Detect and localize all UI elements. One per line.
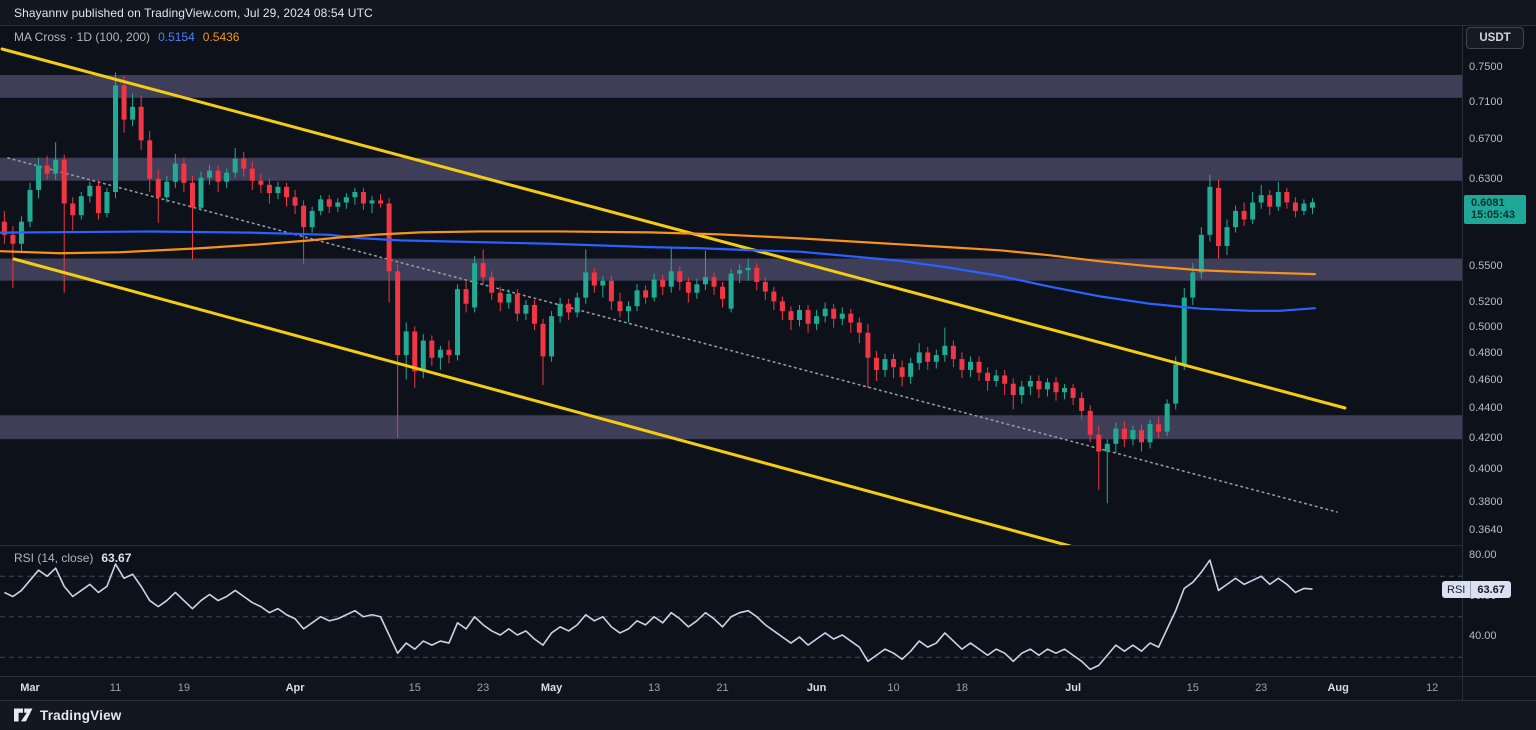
x-axis-label: 12 xyxy=(1426,682,1439,694)
support-resistance-zone xyxy=(0,415,1462,440)
y-axis-label: 0.3800 xyxy=(1469,496,1503,509)
x-axis-label: Mar xyxy=(20,682,40,694)
x-axis-label: 19 xyxy=(177,682,191,694)
yellow-trendline[interactable] xyxy=(12,257,1072,546)
y-axis-label: 0.7500 xyxy=(1469,61,1503,74)
footer-bar: TradingView xyxy=(0,700,1536,730)
y-axis-label: 0.4000 xyxy=(1469,463,1503,476)
time-axis-background xyxy=(0,676,1536,700)
header-bar: Shayannv published on TradingView.com, J… xyxy=(0,0,1536,25)
x-axis-label: Aug xyxy=(1327,682,1349,694)
rsi-axis-label: 40.00 xyxy=(1469,630,1497,642)
rsi-indicator-row[interactable]: RSI (14, close) 63.67 xyxy=(14,551,131,565)
price-pane[interactable] xyxy=(0,47,1462,546)
x-axis-label: 15 xyxy=(408,682,421,694)
last-price: 0.6081 xyxy=(1471,197,1505,209)
y-axis-label: 0.4800 xyxy=(1469,346,1503,359)
x-axis-label: Jul xyxy=(1065,682,1082,694)
y-axis-label: 0.5200 xyxy=(1469,295,1503,308)
y-axis-label: 0.6300 xyxy=(1469,172,1503,185)
x-axis-label: Apr xyxy=(285,682,305,694)
y-axis-label: 0.5500 xyxy=(1469,259,1503,272)
rsi-axis-label: 80.00 xyxy=(1469,549,1497,561)
ma100-value: 0.5154 xyxy=(158,30,195,44)
x-axis-label: May xyxy=(540,682,563,694)
y-axis-label: 0.5000 xyxy=(1469,320,1503,333)
chart-background xyxy=(0,25,1536,676)
x-axis-label: 23 xyxy=(477,682,490,694)
rsi-badge: RSI 63.67 xyxy=(1442,581,1511,598)
brand-name: TradingView xyxy=(40,707,122,723)
ma200-value: 0.5436 xyxy=(202,30,240,44)
rsi-value: 63.67 xyxy=(101,551,132,565)
publish-info: Shayannv published on TradingView.com, J… xyxy=(14,5,373,20)
x-axis-label: 23 xyxy=(1255,682,1268,694)
x-axis-label: 15 xyxy=(1186,682,1199,694)
currency-button[interactable]: USDT xyxy=(1466,27,1524,49)
x-axis-label: Jun xyxy=(806,682,827,694)
ma-cross-label: MA Cross · 1D (100, 200) xyxy=(14,30,151,44)
y-axis-label: 0.4600 xyxy=(1469,373,1503,386)
y-axis-label: 0.4400 xyxy=(1469,402,1503,415)
x-axis-label: 21 xyxy=(716,682,729,694)
y-axis-label: 0.3640 xyxy=(1469,523,1503,536)
y-axis-label: 0.4200 xyxy=(1469,432,1503,445)
y-axis-label: 0.7100 xyxy=(1469,96,1503,109)
bar-countdown: 15:05:43 xyxy=(1471,209,1516,221)
rsi-badge-label: RSI xyxy=(1442,581,1472,598)
rsi-line[interactable] xyxy=(4,559,1313,671)
candles xyxy=(1,72,1315,504)
x-axis-label: 11 xyxy=(109,682,122,694)
support-resistance-zone xyxy=(0,157,1462,181)
support-resistance-zone xyxy=(0,74,1462,98)
rsi-label: RSI (14, close) xyxy=(14,551,94,565)
rsi-pane[interactable] xyxy=(0,559,1462,671)
rsi-badge-value: 63.67 xyxy=(1477,583,1505,596)
indicator-row[interactable]: MA Cross · 1D (100, 200) 0.5154 0.5436 xyxy=(14,30,239,44)
x-axis-label: 13 xyxy=(648,682,661,694)
x-axis-label: 10 xyxy=(887,682,900,694)
last-price-badge: 0.6081 15:05:43 xyxy=(1464,195,1526,224)
x-axis-label: 18 xyxy=(955,682,969,694)
yellow-trendline[interactable] xyxy=(0,47,1347,410)
y-axis-label: 0.6700 xyxy=(1469,133,1503,146)
tradingview-logo xyxy=(14,708,33,722)
ma100-line[interactable] xyxy=(0,230,1317,312)
ma200-line[interactable] xyxy=(0,230,1317,276)
